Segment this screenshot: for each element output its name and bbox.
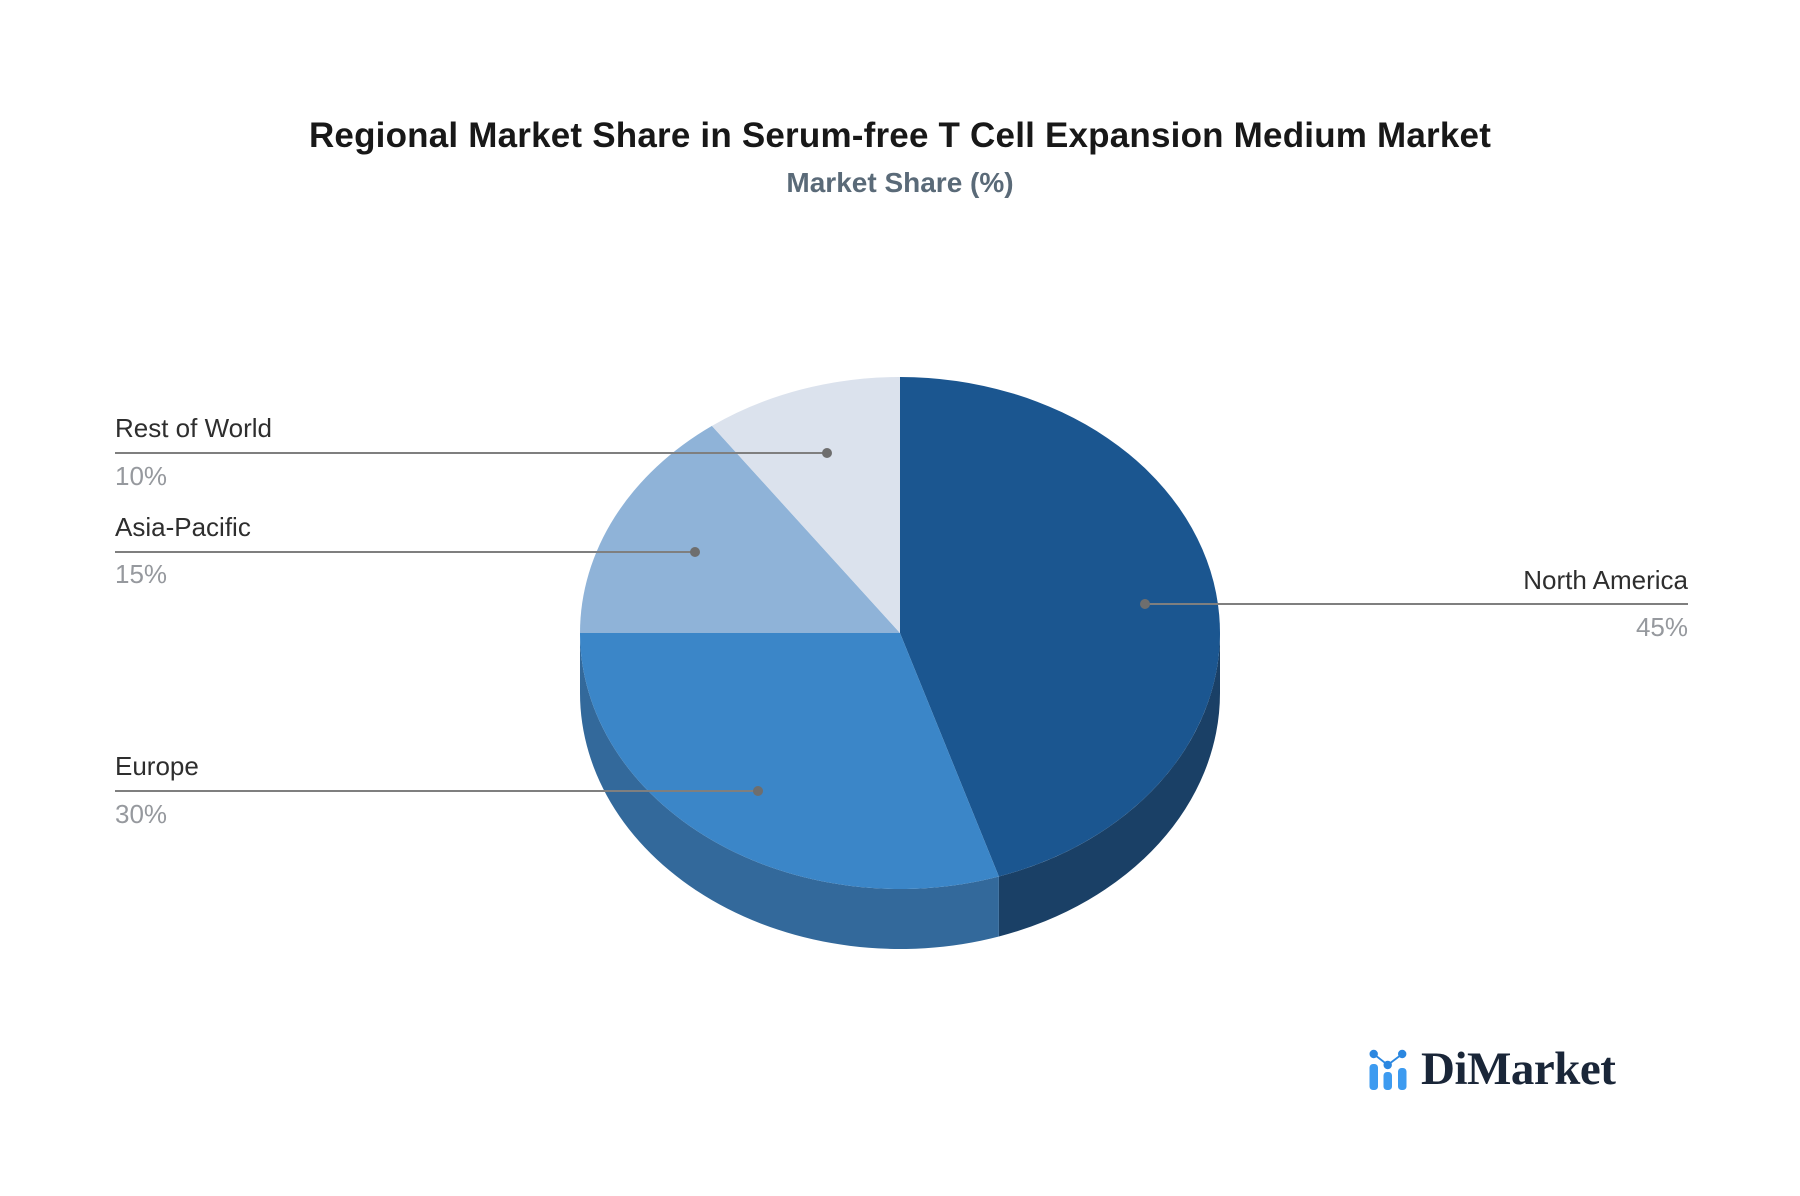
slice-value-rest-of-world: 10% xyxy=(115,461,168,491)
slice-label-europe: Europe xyxy=(115,751,199,781)
slice-value-north-america: 45% xyxy=(1635,612,1688,642)
pie-slice-asia-pacific[interactable] xyxy=(580,425,900,633)
leader-dot-north-america xyxy=(1140,599,1150,609)
pie-slice-side-europe xyxy=(580,633,999,950)
slice-label-north-america: North America xyxy=(1523,565,1688,595)
pie-slice-side-north-america xyxy=(998,633,1220,937)
chart-subtitle: Market Share (%) xyxy=(786,167,1014,198)
slice-value-europe: 30% xyxy=(115,799,168,829)
slice-value-asia-pacific: 15% xyxy=(115,559,168,589)
leader-dot-europe xyxy=(753,786,763,796)
bar-line-chart-icon xyxy=(1369,1049,1407,1090)
leader-dot-rest-of-world xyxy=(822,448,832,458)
leader-dot-asia-pacific xyxy=(690,547,700,557)
slice-label-rest-of-world: Rest of World xyxy=(115,413,273,443)
chart-title: Regional Market Share in Serum-free T Ce… xyxy=(308,116,1492,155)
slice-label-asia-pacific: Asia-Pacific xyxy=(115,512,251,542)
dimarket-logo: DiMarket xyxy=(1366,1043,1616,1095)
pie-slice-europe[interactable] xyxy=(580,633,999,890)
pie-slice-rest-of-world[interactable] xyxy=(711,377,900,633)
logo-text: DiMarket xyxy=(1421,1043,1616,1095)
pie-slice-north-america[interactable] xyxy=(900,377,1221,877)
